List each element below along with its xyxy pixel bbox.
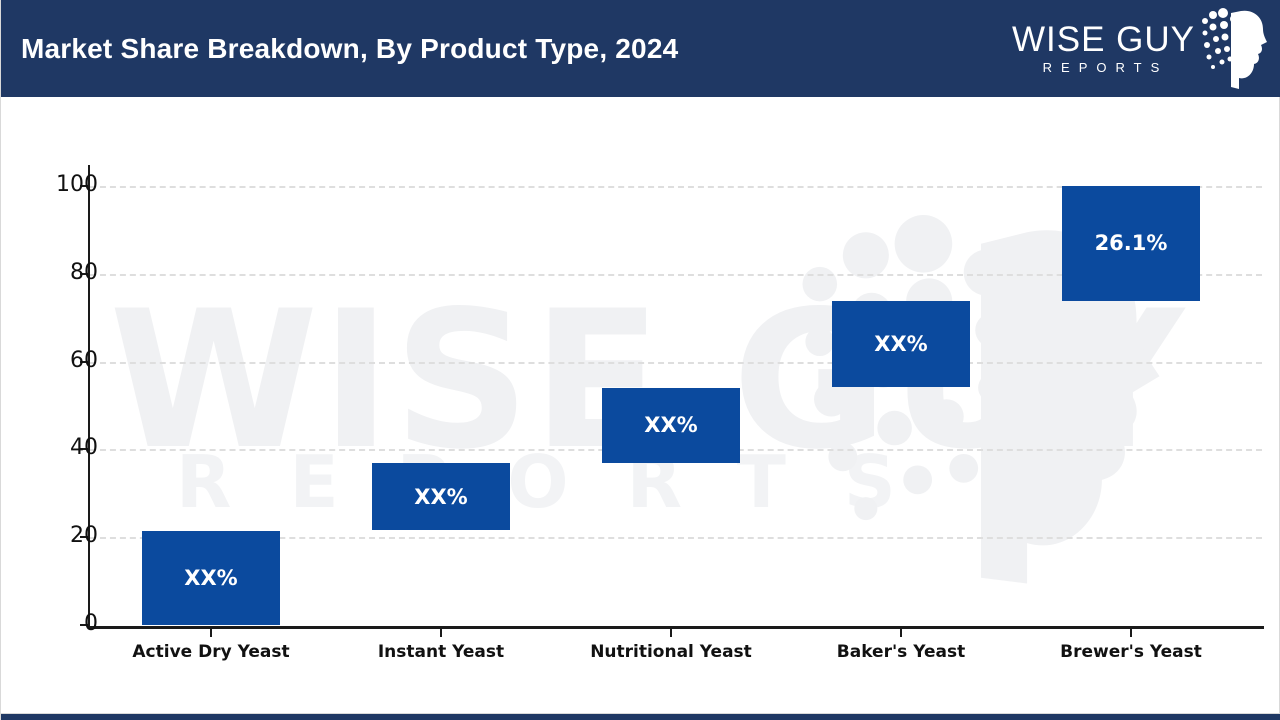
y-tick-mark-80: [80, 272, 89, 275]
x-category-label: Instant Yeast: [377, 642, 505, 662]
y-axis-spine: [88, 165, 90, 628]
x-tick-mark-4: [1130, 629, 1132, 637]
brand-logo: WISE GUY REPORTS: [1012, 7, 1280, 91]
x-category-label: Active Dry Yeast: [132, 642, 290, 662]
bar-value-label: XX%: [414, 484, 468, 509]
brand-logo-line2: REPORTS: [1042, 60, 1169, 75]
gridline-20: [90, 537, 1262, 540]
waterfall-chart: 0 20 40 60 80 100 XX% Active Dry Yeast XX% Instan…: [1, 97, 1280, 714]
bar-value-label: 26.1%: [1094, 231, 1168, 256]
bar-value-label: XX%: [644, 413, 698, 438]
x-category-label: Nutritional Yeast: [590, 642, 752, 662]
x-tick-mark-0: [210, 629, 212, 637]
y-tick-label-20: 20: [70, 523, 98, 549]
y-tick-mark-0: [80, 624, 89, 626]
gridline-100: [90, 186, 1262, 188]
x-category-label: Baker's Yeast: [836, 642, 966, 662]
x-tick-mark-3: [900, 629, 902, 637]
x-axis-spine: [88, 626, 1264, 629]
bar-value-label: XX%: [184, 566, 238, 591]
y-tick-mark-100: [80, 185, 89, 187]
y-tick-label-100: 100: [56, 172, 98, 197]
bar-brewer-s-yeast: 26.1%: [1062, 186, 1200, 301]
y-tick-mark-20: [80, 536, 89, 539]
header-bar: Market Share Breakdown, By Product Type,…: [1, 0, 1280, 97]
watermark-head-icon: [802, 215, 1160, 584]
gridline-60: [90, 361, 1262, 364]
bar-active-dry-yeast: XX%: [142, 531, 280, 625]
brand-logo-text: WISE GUY REPORTS: [1011, 20, 1195, 76]
y-tick-mark-40: [80, 448, 89, 451]
y-tick-label-40: 40: [70, 435, 98, 461]
y-tick-mark-60: [80, 360, 89, 363]
page-title: Market Share Breakdown, By Product Type,…: [21, 32, 679, 64]
y-tick-label-60: 60: [70, 347, 98, 373]
x-category-label: Brewer's Yeast: [1060, 642, 1202, 662]
bar-nutritional-yeast: XX%: [602, 387, 740, 463]
watermark-reports: REPORTS: [176, 440, 954, 524]
bar-instant-yeast: XX%: [372, 463, 510, 531]
bar-value-label: XX%: [874, 332, 928, 357]
brand-logo-line1: WISE GUY: [1011, 20, 1195, 59]
head-profile-logo-icon: [1202, 7, 1267, 89]
gridline-80: [90, 273, 1262, 276]
x-tick-mark-2: [670, 629, 672, 637]
y-tick-label-0: 0: [84, 611, 98, 636]
bar-baker-s-yeast: XX%: [832, 301, 970, 388]
x-tick-mark-1: [440, 629, 442, 637]
footer-bar: [1, 713, 1280, 720]
y-tick-label-80: 80: [70, 259, 98, 285]
